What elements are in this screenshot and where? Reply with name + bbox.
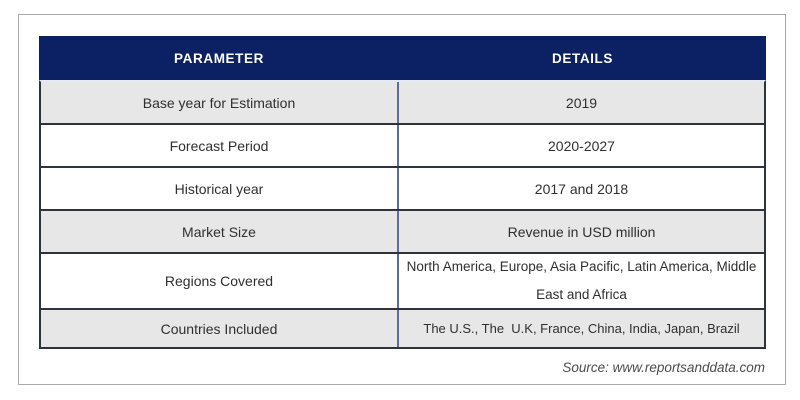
- parameter-cell: Forecast Period: [41, 125, 399, 166]
- details-cell: The U.S., The U.K, France, China, India,…: [423, 321, 740, 336]
- details-cell: North America, Europe, Asia Pacific, Lat…: [399, 254, 764, 308]
- regions-text: North America, Europe, Asia Pacific, Lat…: [406, 259, 757, 302]
- table-row-countries-included: Countries Included The U.S., The U.K, Fr…: [41, 308, 764, 347]
- details-cell: 2019: [565, 94, 598, 111]
- table-row-market-size: Market Size Revenue in USD million: [41, 209, 764, 252]
- parameters-table: PARAMETER DETAILS Base year for Estimati…: [39, 36, 766, 349]
- parameter-cell: Historical year: [41, 168, 399, 209]
- details-column-header: DETAILS: [552, 50, 613, 66]
- table-body: Base year for Estimation 2019 Forecast P…: [39, 80, 766, 349]
- parameter-cell: Base year for Estimation: [41, 82, 399, 123]
- table-row-forecast-period: Forecast Period 2020-2027: [41, 123, 764, 166]
- details-cell: Revenue in USD million: [507, 223, 656, 240]
- content-frame: PARAMETER DETAILS Base year for Estimati…: [18, 14, 786, 385]
- parameter-cell: Market Size: [41, 211, 399, 252]
- details-cell: 2020-2027: [548, 137, 615, 154]
- table-header-row: PARAMETER DETAILS: [39, 36, 766, 80]
- table-row-base-year: Base year for Estimation 2019: [41, 82, 764, 123]
- table-row-historical-year: Historical year 2017 and 2018: [41, 166, 764, 209]
- parameter-column-header: PARAMETER: [174, 50, 264, 66]
- table-row-regions-covered: Regions Covered North America, Europe, A…: [41, 252, 764, 308]
- details-cell: 2017 and 2018: [534, 180, 629, 197]
- parameter-cell: Regions Covered: [41, 254, 399, 308]
- parameter-cell: Countries Included: [41, 310, 399, 347]
- source-attribution: Source: www.reportsanddata.com: [562, 360, 765, 375]
